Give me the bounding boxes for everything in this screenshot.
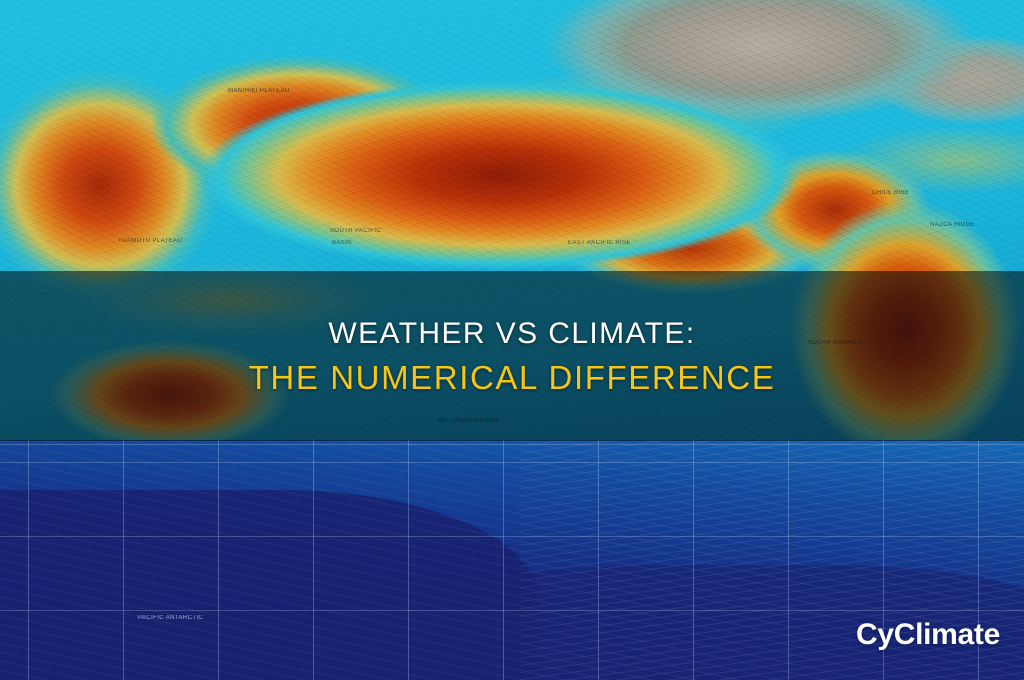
map-graticule: [0, 440, 1024, 680]
brand-logo[interactable]: CyClimate: [855, 618, 1000, 651]
title-line-primary: WEATHER VS CLIMATE:: [328, 316, 696, 350]
deep-ocean-contours: [0, 440, 1024, 680]
title-overlay-band: [0, 271, 1024, 441]
title-line-secondary: THE NUMERICAL DIFFERENCE: [248, 358, 776, 396]
deep-ocean-contours-east: [520, 440, 1024, 680]
title-block: WEATHER VS CLIMATE: THE NUMERICAL DIFFER…: [0, 271, 1024, 441]
